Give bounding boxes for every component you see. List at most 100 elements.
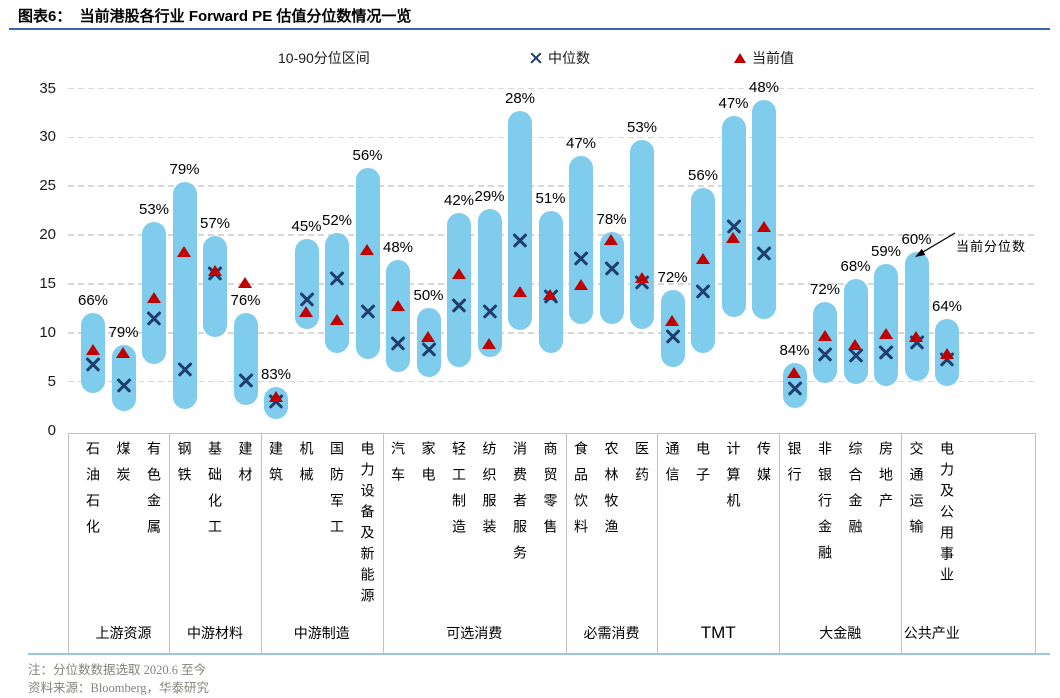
percentile-label: 51% [535, 189, 566, 207]
percentile-label: 48% [748, 79, 780, 97]
percentile-label: 68% [840, 258, 871, 276]
group-separator [657, 433, 659, 653]
industry-label: 电力设备及新能源 [359, 441, 376, 609]
legend-current-item: 当前值 [734, 49, 794, 67]
gridline [68, 380, 1035, 383]
median-marker [329, 270, 345, 286]
current-marker [939, 347, 954, 359]
current-marker [665, 314, 679, 326]
median-marker [482, 303, 498, 319]
current-marker [451, 267, 466, 279]
current-marker [268, 390, 283, 402]
median-marker [116, 378, 132, 394]
current-marker [177, 246, 191, 258]
current-marker [543, 289, 557, 301]
current-marker [421, 331, 435, 343]
current-marker [817, 330, 832, 342]
y-tick-label: 10 [39, 323, 56, 341]
group-separator [382, 433, 384, 653]
percentile-label: 57% [199, 215, 231, 233]
group-separator [901, 433, 903, 653]
current-marker [329, 313, 344, 325]
percentile-label: 42% [443, 191, 475, 209]
pe-range-bar [477, 208, 502, 358]
median-marker [512, 232, 528, 248]
group-label: 可选消费 [446, 625, 503, 641]
axis-table-top-border [68, 433, 1035, 434]
group-label: 上游资源 [95, 625, 152, 641]
y-tick-label: 0 [47, 421, 56, 439]
pe-range-bar [386, 260, 410, 372]
group-label: TMT [700, 623, 736, 642]
pe-range-bar [203, 236, 227, 337]
industry-label: 机械 [298, 441, 315, 493]
group-label: 必需消费 [583, 625, 640, 641]
current-marker [207, 264, 222, 276]
industry-label: 食品饮料 [573, 441, 589, 545]
median-marker [451, 297, 467, 313]
median-marker [756, 246, 772, 262]
median-marker [360, 303, 376, 319]
pe-range-bar [569, 155, 593, 324]
industry-label: 国防军工 [329, 441, 345, 545]
current-triangle-icon [734, 53, 746, 63]
current-marker [116, 346, 130, 358]
pe-range-bar [325, 233, 349, 354]
percentile-label: 78% [596, 211, 627, 229]
percentile-label: 76% [230, 292, 261, 310]
current-marker [573, 279, 588, 291]
percentile-label: 53% [138, 201, 170, 219]
y-tick-label: 25 [39, 177, 56, 195]
median-marker [695, 284, 711, 300]
industry-label: 建材 [237, 441, 254, 493]
percentile-label: 72% [809, 281, 841, 299]
group-label: 中游制造 [293, 625, 350, 641]
percentile-label: 53% [626, 119, 658, 137]
current-marker [512, 286, 527, 298]
gridline [68, 87, 1035, 90]
pe-range-bar [874, 264, 898, 386]
median-marker [390, 336, 406, 352]
current-marker [299, 305, 313, 317]
industry-label: 计算机 [725, 441, 742, 519]
median-marker [421, 341, 437, 357]
current-marker [360, 244, 374, 256]
percentile-label: 56% [687, 167, 719, 185]
median-marker [787, 380, 803, 396]
industry-label: 基础化工 [207, 441, 223, 545]
percentile-label: 45% [291, 217, 322, 235]
gridline [68, 136, 1035, 139]
median-marker [665, 329, 681, 345]
legend-median-label: 中位数 [548, 50, 590, 66]
percentile-label: 60% [901, 230, 932, 248]
group-label: 中游材料 [187, 625, 243, 641]
current-marker [787, 367, 801, 379]
percentile-label: 64% [931, 298, 963, 316]
pe-range-bar [599, 232, 624, 324]
percentile-label: 28% [504, 89, 536, 107]
industry-label: 电子 [695, 441, 711, 493]
group-label: 大金融 [819, 625, 862, 641]
percentile-label: 29% [474, 187, 505, 205]
gridline [68, 185, 1035, 187]
industry-label: 非银行金融 [817, 441, 833, 571]
current-marker [695, 253, 710, 265]
industry-label: 家电 [420, 441, 437, 493]
percentile-label: 79% [169, 161, 200, 179]
legend-current-label: 当前值 [752, 50, 794, 66]
industry-label: 钢铁 [176, 441, 193, 493]
industry-label: 汽车 [390, 441, 406, 493]
current-marker [756, 220, 771, 232]
pe-range-bar [355, 167, 380, 360]
legend-median-item: 中位数 [529, 49, 590, 67]
group-separator [169, 433, 171, 653]
current-marker [85, 343, 100, 355]
industry-label: 煤炭 [115, 441, 132, 493]
industry-label: 通信 [664, 441, 681, 493]
median-marker [146, 310, 162, 326]
current-marker [390, 299, 405, 311]
annotation-current-percentile: 当前分位数 [956, 239, 1027, 254]
median-marker [573, 251, 589, 267]
title-underline [9, 28, 1050, 30]
